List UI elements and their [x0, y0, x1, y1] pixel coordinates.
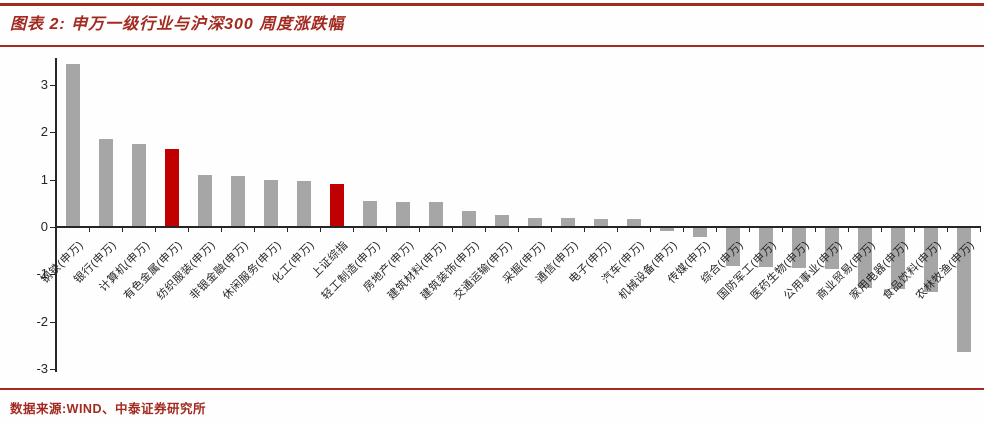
y-axis-tick: [50, 132, 55, 134]
bar: [758, 227, 773, 268]
x-axis-tick: [881, 228, 882, 232]
bar: [725, 227, 740, 267]
bar: [362, 200, 377, 227]
x-axis-tick: [518, 228, 519, 232]
y-axis-tick: [50, 85, 55, 87]
top-divider: [0, 3, 984, 6]
x-axis-tick: [947, 228, 948, 232]
bar: [65, 63, 80, 227]
bar: [230, 176, 245, 227]
x-axis-tick: [188, 228, 189, 232]
bar: [956, 227, 971, 353]
bar: [395, 201, 410, 227]
y-axis-tick-label: -2: [36, 313, 48, 329]
x-axis-tick: [650, 228, 651, 232]
x-axis-tick: [320, 228, 321, 232]
bar-chart: 3 2 1 0 -1 -2 -3 钢铁(申万) 银行(申万) 计算机(申万) 有色金属(申万) 纺织服…: [0, 50, 984, 385]
bar: [560, 218, 575, 227]
x-axis-tick: [485, 228, 486, 232]
x-axis-tick: [155, 228, 156, 232]
x-axis-tick: [716, 228, 717, 232]
y-axis-tick-label: 0: [40, 219, 48, 234]
x-axis-tick: [122, 228, 123, 232]
bar: [98, 139, 113, 227]
x-axis-tick: [683, 228, 684, 232]
title-divider: [0, 45, 984, 47]
y-axis-tick-label: 1: [40, 171, 48, 187]
bar: [296, 181, 311, 227]
y-axis-tick: [50, 368, 55, 370]
bar: [527, 217, 542, 227]
bar: [791, 227, 806, 268]
x-axis-tick: [89, 228, 90, 232]
y-axis-tick: [50, 227, 55, 228]
bar: [461, 211, 476, 227]
footer-divider: [0, 388, 984, 390]
x-axis-tick: [254, 228, 255, 232]
bar-highlighted: [329, 184, 344, 227]
x-axis-tick: [749, 228, 750, 232]
bar: [692, 227, 707, 238]
bar: [593, 218, 608, 227]
y-axis-tick-label: -1: [36, 266, 48, 282]
x-axis-tick: [287, 228, 288, 232]
y-axis-line: [55, 58, 57, 372]
y-axis-tick: [50, 274, 55, 276]
x-axis-tick: [584, 228, 585, 232]
x-axis-tick: [617, 228, 618, 232]
x-axis-tick: [782, 228, 783, 232]
figure-title: 图表 2: 申万一级行业与沪深300 周度涨跌幅: [10, 16, 345, 33]
bar: [197, 174, 212, 227]
x-axis-tick: [551, 228, 552, 232]
bar: [857, 227, 872, 288]
bar: [626, 219, 641, 227]
x-axis-tick: [848, 228, 849, 232]
x-axis-tick: [452, 228, 453, 232]
x-axis-tick: [815, 228, 816, 232]
y-axis-tick-label: -3: [36, 360, 48, 376]
bar: [824, 227, 839, 269]
x-axis-tick: [386, 228, 387, 232]
y-axis-tick-label: 2: [40, 124, 48, 140]
bar: [494, 214, 509, 227]
bar: [263, 179, 278, 227]
bar: [890, 227, 905, 290]
bar: [131, 143, 146, 227]
x-axis-line: [55, 226, 981, 228]
y-axis-tick: [50, 321, 55, 323]
bar: [428, 202, 443, 227]
x-axis-tick: [980, 228, 981, 232]
bar: [659, 227, 674, 231]
bar-highlighted: [164, 148, 179, 227]
bar: [923, 227, 938, 293]
y-axis-tick: [50, 179, 55, 181]
y-axis-tick-label: 3: [40, 77, 48, 93]
x-axis-tick: [419, 228, 420, 232]
x-axis-tick: [221, 228, 222, 232]
x-axis-tick: [353, 228, 354, 232]
x-axis-tick: [914, 228, 915, 232]
data-source-note: 数据来源:WIND、中泰证券研究所: [10, 402, 206, 416]
